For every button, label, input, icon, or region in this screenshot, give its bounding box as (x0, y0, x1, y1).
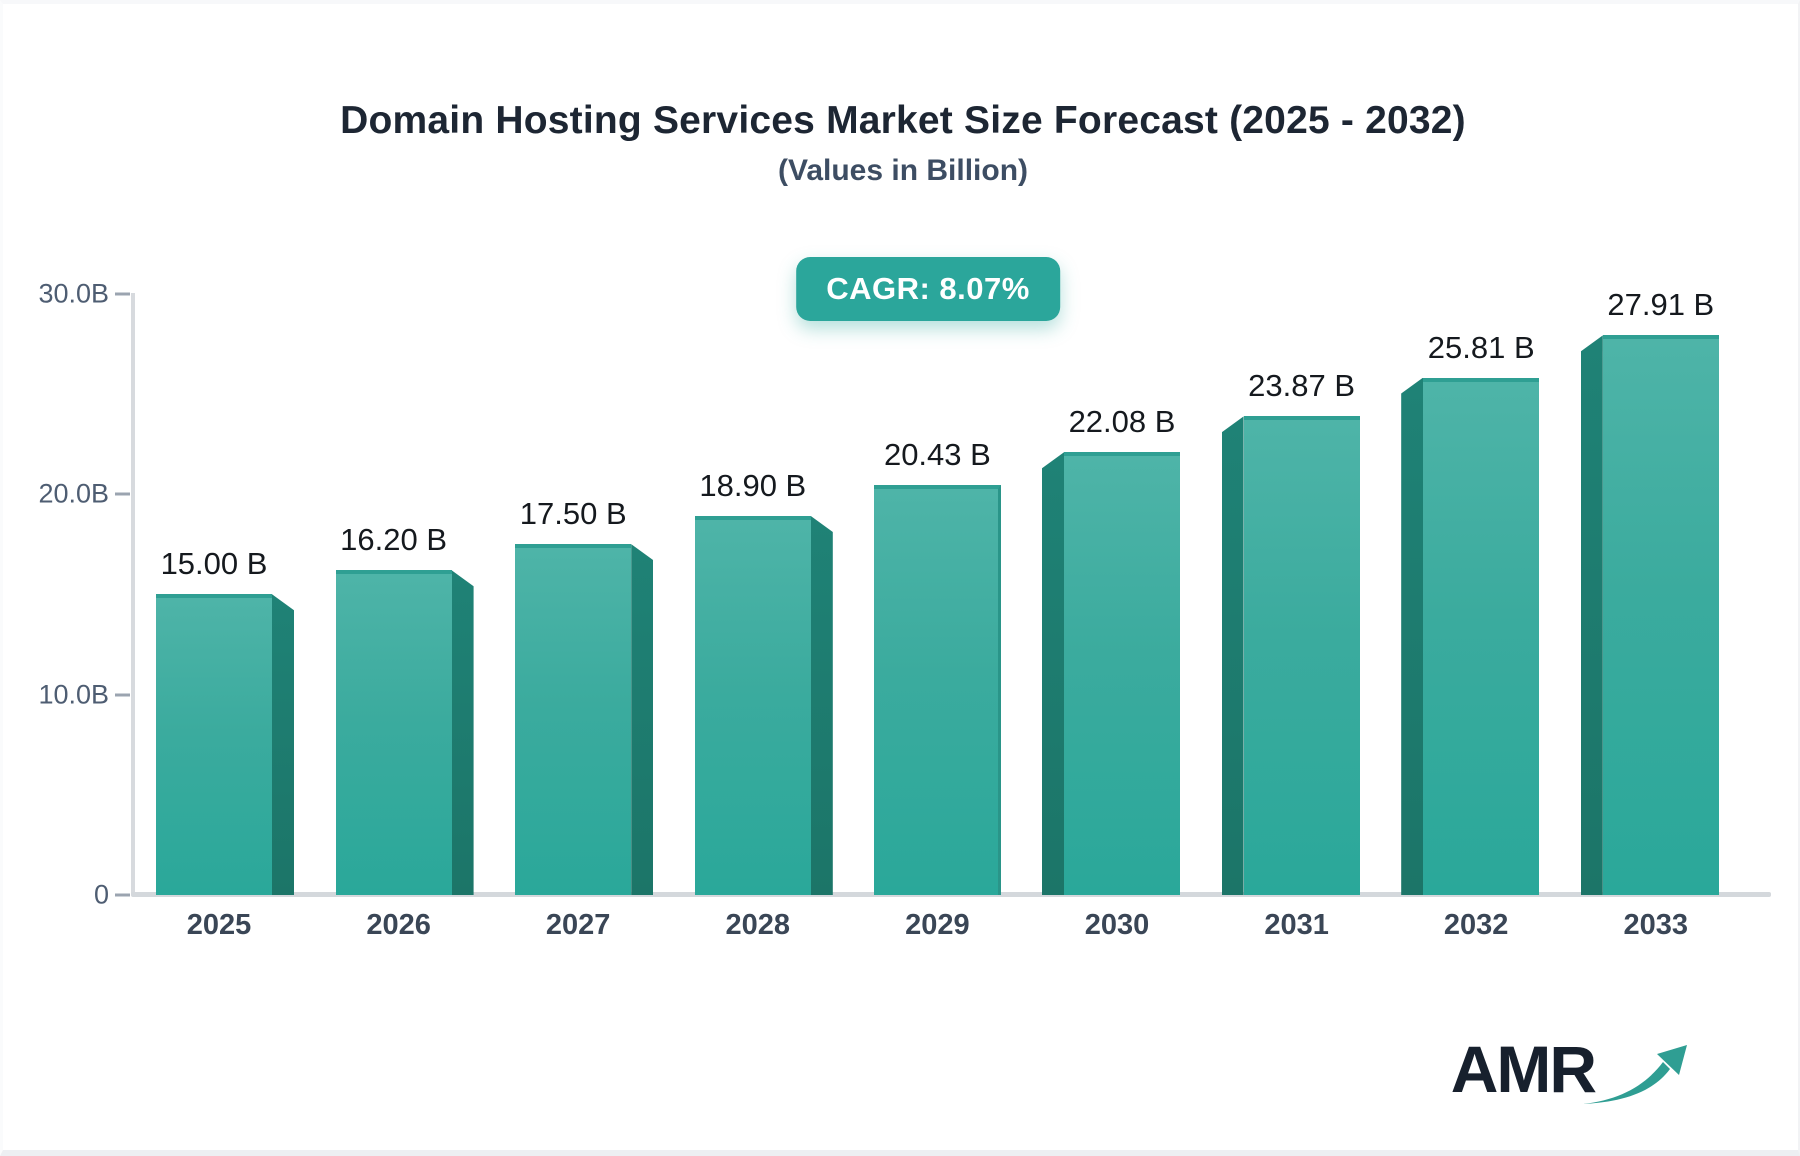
y-axis-tick-mark (115, 292, 130, 295)
bar-side-2032 (1401, 377, 1424, 895)
y-axis-tick-label: 10.0B (38, 679, 109, 709)
bar-2031[interactable] (1243, 416, 1360, 895)
bar-side-2031 (1221, 416, 1244, 895)
bar-2029[interactable] (873, 485, 1001, 895)
bar-value-label-2028: 18.90 B (699, 468, 807, 504)
bar-side-2030 (1042, 452, 1064, 895)
x-axis-label-2026: 2026 (366, 909, 431, 941)
bar-2032[interactable] (1423, 377, 1540, 895)
chart-title: Domain Hosting Services Market Size Fore… (340, 99, 1466, 142)
bar-value-label-2031: 23.87 B (1248, 368, 1356, 404)
y-axis-line (131, 293, 135, 895)
x-axis-label-2030: 2030 (1084, 909, 1150, 941)
amr-logo-text: AMR (1450, 1032, 1597, 1106)
bar-value-label-2027: 17.50 B (519, 496, 627, 532)
plot-area: 30.0B 20.0B 10.0B 0 15.00 B 2025 16.20 B 2026 17… (3, 4, 1798, 1150)
x-axis-label-2025: 2025 (186, 909, 252, 941)
x-axis-label-2027: 2027 (545, 909, 611, 941)
cagr-badge: CAGR: 8.07% (796, 257, 1060, 321)
bar-2025[interactable] (156, 594, 272, 895)
bar-side-2028 (810, 516, 833, 895)
bar-value-label-2025: 15.00 B (160, 546, 268, 582)
bar-value-label-2032: 25.81 B (1427, 329, 1535, 365)
bar-2028[interactable] (694, 516, 811, 895)
bar-2027[interactable] (515, 544, 632, 895)
y-axis-tick-mark (115, 693, 130, 696)
y-axis-tick-label: 20.0B (38, 478, 109, 509)
chart-subtitle: (Values in Billion) (777, 154, 1029, 187)
bar-2033[interactable] (1602, 335, 1719, 895)
bar-side-2026 (451, 570, 474, 895)
x-axis-label-2033: 2033 (1623, 909, 1689, 941)
y-axis-tick-mark (115, 492, 130, 496)
bar-2026[interactable] (335, 570, 452, 895)
x-axis-label-2031: 2031 (1264, 909, 1329, 941)
bar-value-label-2029: 20.43 B (883, 437, 991, 473)
bar-value-label-2026: 16.20 B (340, 522, 448, 558)
y-axis-tick-label: 0 (93, 879, 109, 910)
y-axis-tick-label: 30.0B (38, 278, 109, 308)
x-axis-label-2032: 2032 (1443, 909, 1509, 941)
bar-side-2027 (631, 544, 654, 895)
amr-logo: AMR (1451, 1036, 1693, 1121)
x-axis-label-2028: 2028 (725, 909, 791, 941)
growth-arrow-icon (1581, 1038, 1693, 1121)
bar-value-label-2030: 22.08 B (1068, 404, 1176, 440)
bar-value-label-2033: 27.91 B (1607, 287, 1715, 323)
bar-side-2025 (272, 594, 294, 895)
y-axis-tick-mark (115, 893, 130, 897)
x-axis-label-2029: 2029 (905, 909, 970, 941)
bar-side-2033 (1580, 335, 1603, 895)
bar-2030[interactable] (1064, 452, 1180, 895)
